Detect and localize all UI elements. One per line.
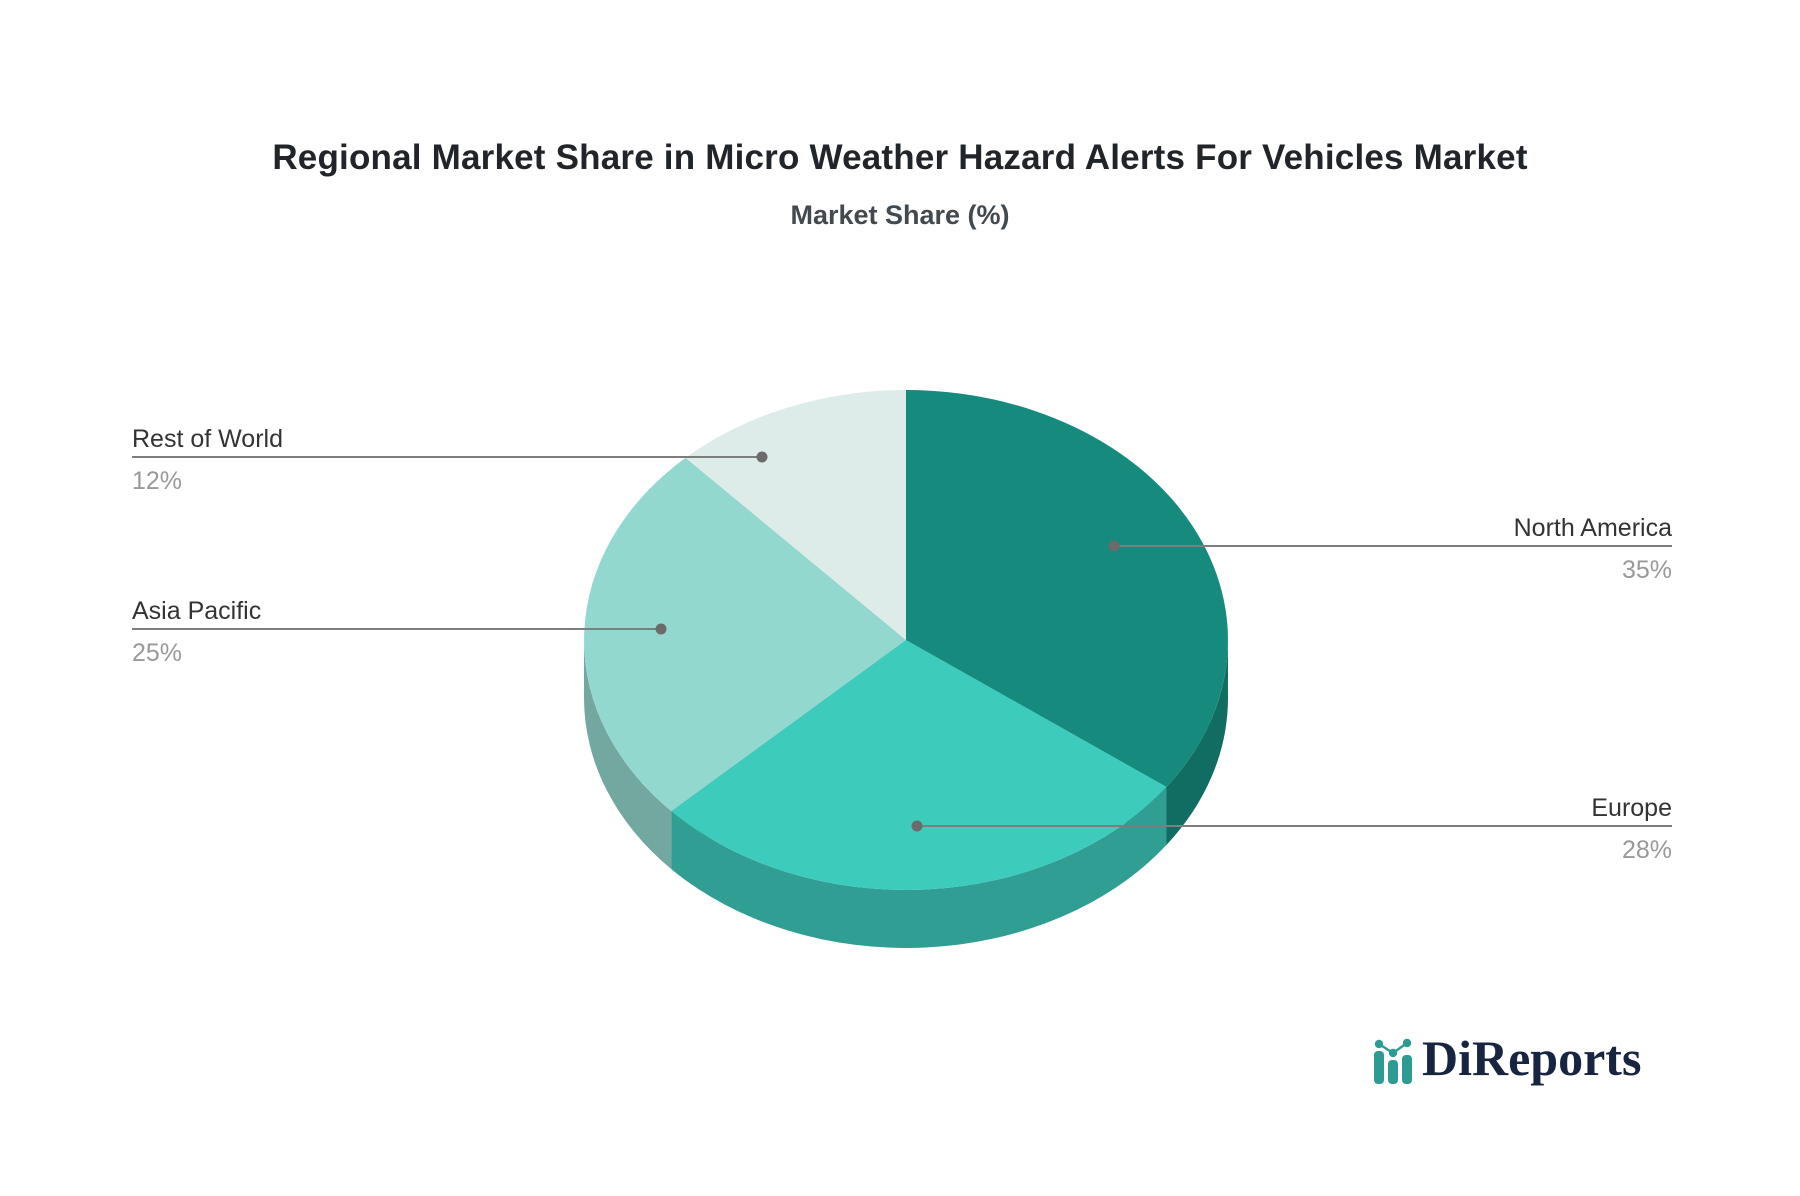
pie-slice-europe	[671, 640, 1167, 890]
slice-name: Rest of World	[132, 425, 283, 453]
leader-dot	[911, 820, 923, 832]
pie-slice-north-america	[906, 390, 1228, 787]
slice-label-europe: Europe 28%	[1591, 793, 1672, 865]
leader-dot	[1108, 540, 1120, 552]
slice-value: 25%	[132, 639, 183, 667]
slice-label-asia-pacific: Asia Pacific 25%	[132, 596, 261, 668]
leader-dot	[756, 451, 768, 463]
slice-name: North America	[1513, 514, 1672, 542]
slice-value: 28%	[1621, 836, 1672, 864]
bar-line-chart-icon	[1374, 1038, 1412, 1084]
direports-logo: DiReports	[1374, 1032, 1641, 1084]
slice-name: Europe	[1591, 794, 1672, 822]
slice-label-rest-of-world: Rest of World 12%	[132, 424, 283, 496]
chart-subtitle: Market Share (%)	[790, 200, 1010, 230]
leader-dot	[655, 623, 667, 635]
slice-value: 12%	[132, 467, 183, 495]
slice-name: Asia Pacific	[132, 597, 262, 625]
pie-rim	[1166, 640, 1228, 845]
pie-rim	[671, 786, 1167, 948]
slice-label-north-america: North America 35%	[1514, 513, 1672, 585]
pie-rim	[584, 640, 672, 870]
logo-text: DiReports	[1422, 1030, 1642, 1086]
slice-value: 35%	[1621, 556, 1672, 584]
pie-slice-rest-of-world	[685, 390, 906, 640]
pie-slice-asia-pacific	[584, 457, 906, 812]
chart-title: Regional Market Share in Micro Weather H…	[272, 138, 1528, 177]
